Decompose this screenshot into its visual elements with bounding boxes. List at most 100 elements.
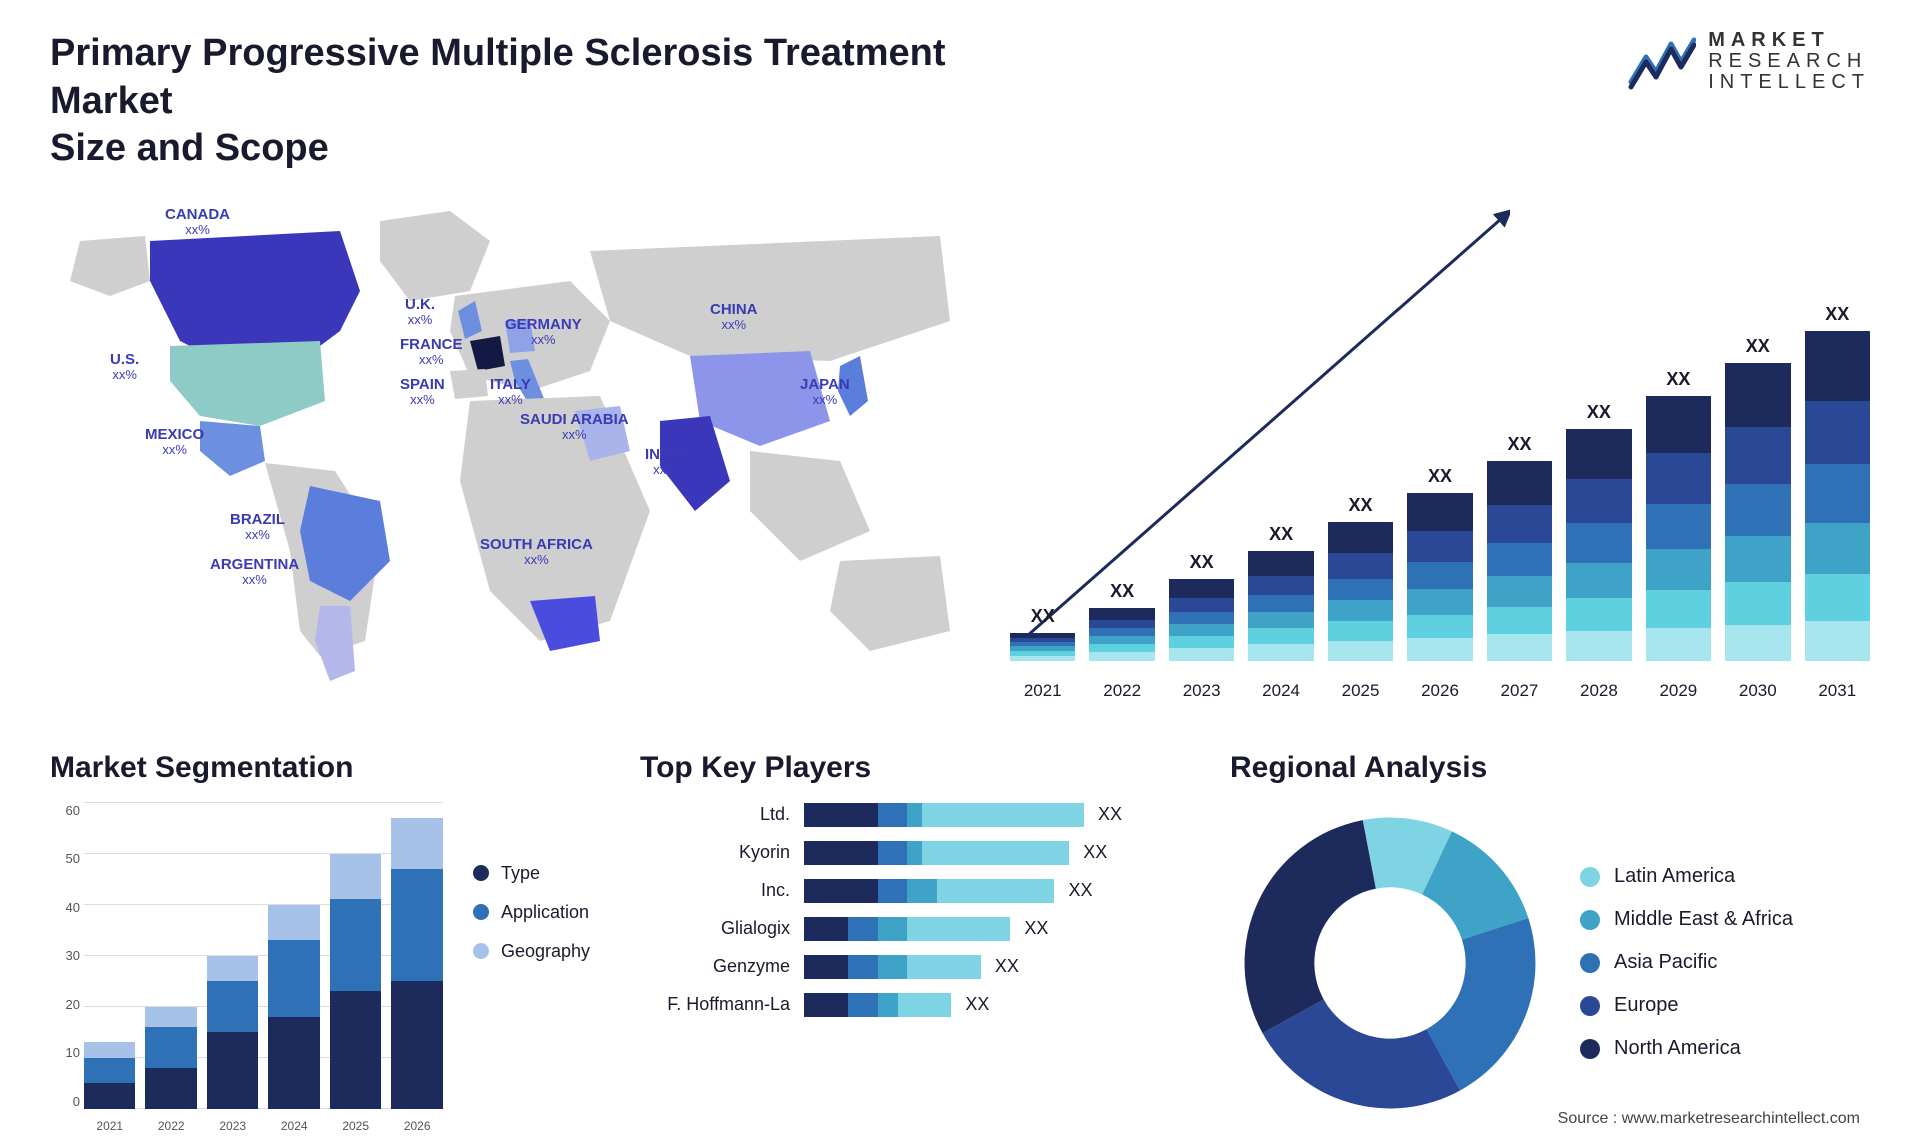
- seg-ytick: 50: [50, 851, 80, 866]
- map-label-argentina: ARGENTINAxx%: [210, 556, 299, 588]
- map-label-spain: SPAINxx%: [400, 376, 445, 408]
- map-label-saudi-arabia: SAUDI ARABIAxx%: [520, 411, 629, 443]
- seg-year-tick: 2024: [268, 1119, 319, 1133]
- growth-year-tick: 2023: [1169, 681, 1234, 701]
- seg-year-tick: 2026: [391, 1119, 442, 1133]
- logo-icon: [1626, 32, 1696, 92]
- seg-bar: [145, 1007, 196, 1109]
- seg-year-tick: 2022: [145, 1119, 196, 1133]
- growth-bar-label: XX: [1587, 402, 1611, 423]
- segmentation-legend: Type Application Geography: [473, 803, 590, 1133]
- map-region-australia: [830, 556, 950, 651]
- seg-year-tick: 2023: [207, 1119, 258, 1133]
- seg-ytick: 40: [50, 900, 80, 915]
- seg-ytick: 30: [50, 948, 80, 963]
- map-label-u-k-: U.K.xx%: [405, 296, 435, 328]
- growth-year-tick: 2030: [1725, 681, 1790, 701]
- map-region-sea: [750, 451, 870, 561]
- map-label-south-africa: SOUTH AFRICAxx%: [480, 536, 593, 568]
- growth-bar-label: XX: [1190, 552, 1214, 573]
- players-heading: Top Key Players: [640, 751, 1180, 785]
- growth-year-tick: 2024: [1248, 681, 1313, 701]
- growth-bar-label: XX: [1825, 304, 1849, 325]
- growth-bar-label: XX: [1666, 369, 1690, 390]
- player-row: F. Hoffmann-LaXX: [640, 993, 1180, 1017]
- map-label-china: CHINAxx%: [710, 301, 758, 333]
- growth-year-tick: 2029: [1646, 681, 1711, 701]
- seg-ytick: 60: [50, 803, 80, 818]
- map-label-india: INDIAxx%: [645, 446, 686, 478]
- growth-year-tick: 2031: [1805, 681, 1870, 701]
- map-label-brazil: BRAZILxx%: [230, 511, 285, 543]
- world-map-chart: CANADAxx% U.S.xx% MEXICOxx% BRAZILxx% ARGENT…: [50, 201, 970, 701]
- growth-year-tick: 2022: [1089, 681, 1154, 701]
- growth-year-tick: 2027: [1487, 681, 1552, 701]
- map-label-japan: JAPANxx%: [800, 376, 850, 408]
- map-region-argentina: [315, 606, 355, 681]
- growth-bar: [1646, 396, 1711, 661]
- growth-bar: [1805, 331, 1870, 661]
- growth-bar: [1566, 429, 1631, 661]
- map-label-france: FRANCExx%: [400, 336, 463, 368]
- map-label-germany: GERMANYxx%: [505, 316, 582, 348]
- growth-bar-label: XX: [1110, 581, 1134, 602]
- players-chart: Ltd.XXKyorinXXInc.XXGlialogixXXGenzymeXX…: [640, 803, 1180, 1017]
- map-region-us: [170, 341, 325, 426]
- segmentation-chart: 6050403020100202120222023202420252026: [50, 803, 443, 1133]
- growth-bar: [1248, 551, 1313, 660]
- growth-year-tick: 2025: [1328, 681, 1393, 701]
- growth-bar: [1487, 461, 1552, 660]
- growth-bar-chart: XX XX XX XX XX XX XX XX XX XX XX 2021 2022 2023 2024 2…: [1010, 201, 1870, 701]
- regional-donut-chart: [1230, 803, 1550, 1123]
- seg-bar: [84, 1042, 135, 1108]
- player-row: Ltd.XX: [640, 803, 1180, 827]
- map-label-u-s-: U.S.xx%: [110, 351, 139, 383]
- growth-bar-label: XX: [1349, 495, 1373, 516]
- regional-heading: Regional Analysis: [1230, 751, 1870, 785]
- seg-legend-item: Type: [473, 863, 590, 884]
- map-label-mexico: MEXICOxx%: [145, 426, 204, 458]
- brand-logo: MARKET RESEARCH INTELLECT: [1626, 30, 1870, 93]
- regional-legend-item: Asia Pacific: [1580, 951, 1793, 974]
- donut-slice-north-america: [1245, 820, 1376, 1033]
- growth-bar-label: XX: [1031, 606, 1055, 627]
- seg-year-tick: 2025: [330, 1119, 381, 1133]
- seg-bar: [207, 956, 258, 1109]
- map-label-italy: ITALYxx%: [490, 376, 531, 408]
- player-row: KyorinXX: [640, 841, 1180, 865]
- growth-bar-label: XX: [1428, 466, 1452, 487]
- player-row: GlialogixXX: [640, 917, 1180, 941]
- regional-legend-item: North America: [1580, 1037, 1793, 1060]
- regional-legend-item: Middle East & Africa: [1580, 908, 1793, 931]
- regional-legend-item: Latin America: [1580, 865, 1793, 888]
- seg-ytick: 20: [50, 997, 80, 1012]
- growth-bar-label: XX: [1746, 336, 1770, 357]
- growth-bar: [1089, 608, 1154, 660]
- growth-bar-label: XX: [1269, 524, 1293, 545]
- player-row: Inc.XX: [640, 879, 1180, 903]
- seg-legend-item: Geography: [473, 941, 590, 962]
- growth-bar: [1010, 633, 1075, 661]
- seg-bar: [391, 818, 442, 1109]
- growth-bar-label: XX: [1507, 434, 1531, 455]
- map-region-mexico: [200, 421, 265, 476]
- growth-bar: [1169, 579, 1234, 661]
- growth-bar: [1725, 363, 1790, 660]
- source-credit: Source : www.marketresearchintellect.com: [1558, 1110, 1860, 1128]
- seg-bar: [330, 854, 381, 1109]
- segmentation-heading: Market Segmentation: [50, 751, 590, 785]
- seg-ytick: 10: [50, 1045, 80, 1060]
- map-region-alaska: [70, 236, 150, 296]
- growth-year-tick: 2028: [1566, 681, 1631, 701]
- seg-legend-item: Application: [473, 902, 590, 923]
- growth-year-tick: 2021: [1010, 681, 1075, 701]
- map-label-canada: CANADAxx%: [165, 206, 230, 238]
- regional-legend-item: Europe: [1580, 994, 1793, 1017]
- seg-bar: [268, 905, 319, 1109]
- regional-legend: Latin America Middle East & Africa Asia Pa…: [1580, 865, 1793, 1060]
- growth-year-tick: 2026: [1407, 681, 1472, 701]
- growth-bar: [1328, 522, 1393, 661]
- page-title: Primary Progressive Multiple Sclerosis T…: [50, 30, 1050, 173]
- map-region-greenland: [380, 211, 490, 301]
- map-region-spain: [450, 369, 488, 399]
